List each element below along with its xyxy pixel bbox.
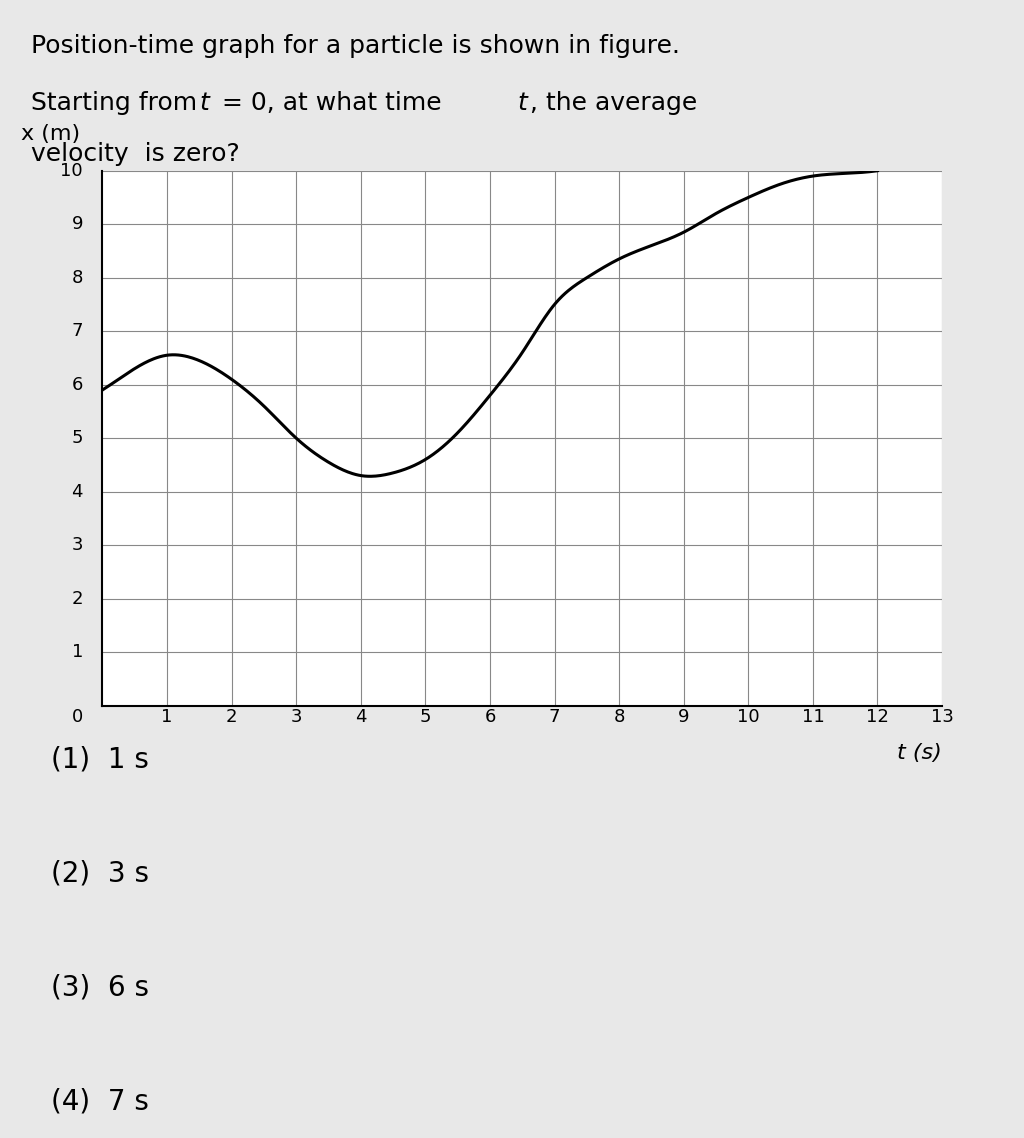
Text: 9: 9 (72, 215, 83, 233)
Text: 0: 0 (72, 708, 83, 726)
Text: 8: 8 (72, 269, 83, 287)
Text: Starting from: Starting from (31, 91, 205, 115)
Text: t: t (517, 91, 527, 115)
Text: (1)  1 s: (1) 1 s (51, 745, 150, 774)
Text: 7: 7 (72, 322, 83, 340)
Text: t: t (200, 91, 210, 115)
Text: 13: 13 (931, 708, 953, 726)
Text: 11: 11 (802, 708, 824, 726)
Text: 2: 2 (226, 708, 238, 726)
Text: (2)  3 s: (2) 3 s (51, 859, 150, 888)
Text: (4)  7 s: (4) 7 s (51, 1087, 150, 1115)
Text: 3: 3 (291, 708, 302, 726)
Text: 5: 5 (72, 429, 83, 447)
Text: x (m): x (m) (22, 124, 80, 145)
Text: 6: 6 (484, 708, 496, 726)
Text: = 0, at what time: = 0, at what time (214, 91, 450, 115)
Text: 8: 8 (613, 708, 625, 726)
Text: , the average: , the average (530, 91, 697, 115)
Text: 7: 7 (549, 708, 560, 726)
Text: 1: 1 (162, 708, 173, 726)
Text: t (s): t (s) (897, 743, 942, 762)
Text: 10: 10 (737, 708, 760, 726)
Text: 12: 12 (866, 708, 889, 726)
Text: 1: 1 (72, 643, 83, 661)
Text: 9: 9 (678, 708, 689, 726)
Text: 5: 5 (420, 708, 431, 726)
Text: 10: 10 (60, 162, 83, 180)
Text: 6: 6 (72, 376, 83, 394)
Text: Position-time graph for a particle is shown in figure.: Position-time graph for a particle is sh… (31, 34, 680, 58)
Text: 4: 4 (355, 708, 367, 726)
Text: 2: 2 (72, 589, 83, 608)
Text: (3)  6 s: (3) 6 s (51, 973, 150, 1001)
Text: 4: 4 (72, 483, 83, 501)
Text: velocity  is zero?: velocity is zero? (31, 142, 240, 166)
Text: 3: 3 (72, 536, 83, 554)
